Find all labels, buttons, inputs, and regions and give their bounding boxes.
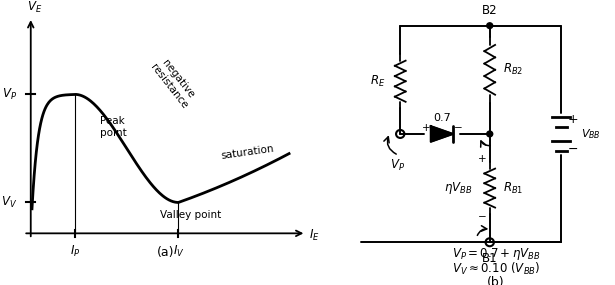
Text: negative
resistance: negative resistance (148, 55, 199, 111)
Text: $V_V \approx 0.10\ (V_{BB})$: $V_V \approx 0.10\ (V_{BB})$ (451, 261, 540, 277)
Text: $V_P$: $V_P$ (2, 87, 17, 102)
Text: $V_{BB}$: $V_{BB}$ (581, 127, 600, 141)
Circle shape (486, 23, 493, 28)
Text: $R_{B2}$: $R_{B2}$ (503, 62, 523, 77)
Text: −: − (454, 123, 462, 133)
Text: saturation: saturation (220, 144, 274, 161)
Text: $I_E$: $I_E$ (309, 228, 319, 243)
Text: 0.7: 0.7 (433, 113, 451, 123)
Text: B1: B1 (482, 252, 498, 265)
Text: Peak
point: Peak point (100, 116, 126, 138)
Text: $V_P = 0.7 + \eta V_{BB}$: $V_P = 0.7 + \eta V_{BB}$ (451, 246, 540, 262)
Text: $R_{B1}$: $R_{B1}$ (503, 181, 523, 196)
Text: Valley point: Valley point (160, 210, 221, 220)
Text: B2: B2 (482, 4, 498, 17)
Circle shape (486, 131, 493, 137)
Text: $I_V$: $I_V$ (173, 244, 184, 259)
Text: (a): (a) (157, 246, 175, 259)
Text: $R_E$: $R_E$ (370, 74, 386, 89)
Text: −: − (478, 212, 486, 222)
Text: $V_V$: $V_V$ (1, 195, 17, 210)
Polygon shape (430, 126, 453, 142)
Text: (b): (b) (487, 276, 504, 285)
Text: +: + (422, 123, 430, 133)
Text: $\eta V_{BB}$: $\eta V_{BB}$ (443, 180, 472, 196)
Text: $V_P$: $V_P$ (390, 158, 405, 173)
Text: −: − (568, 143, 578, 156)
Text: $I_P$: $I_P$ (70, 244, 80, 259)
Text: $V_E$: $V_E$ (27, 0, 42, 15)
Text: +: + (567, 113, 578, 126)
Text: +: + (478, 154, 486, 164)
